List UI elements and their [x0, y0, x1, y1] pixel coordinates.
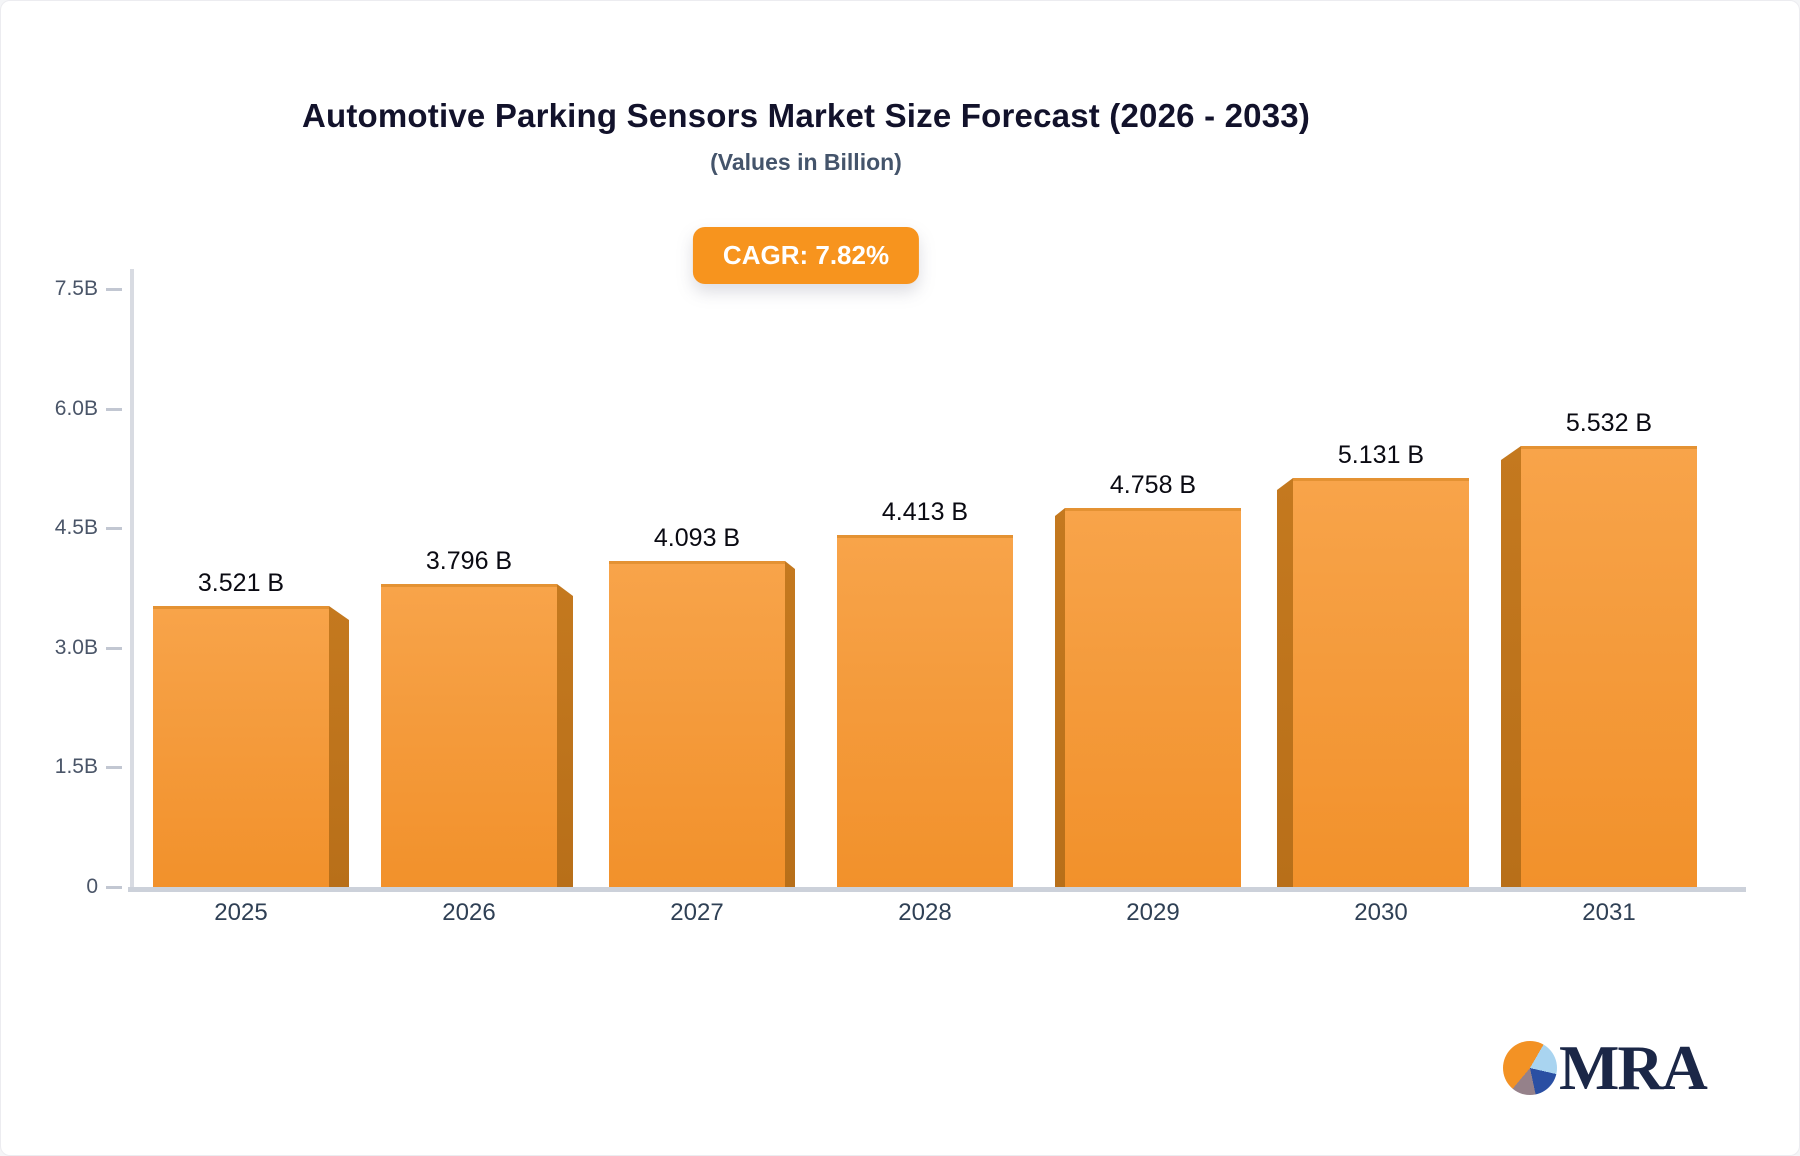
logo: MRA	[1503, 1032, 1708, 1103]
bar-2031	[1521, 446, 1697, 887]
bar-2030	[1293, 478, 1469, 887]
y-tick-label: 0	[86, 875, 98, 898]
x-axis-line	[128, 887, 1746, 892]
x-tick-label: 2028	[898, 899, 952, 926]
x-tick-label: 2026	[442, 899, 496, 926]
bar-value-label: 5.532 B	[1565, 409, 1653, 437]
bar-2029	[1065, 508, 1241, 887]
bar-side-2030	[1277, 478, 1293, 887]
bar-value-label: 4.758 B	[1109, 471, 1197, 499]
y-tick-mark	[106, 646, 122, 650]
logo-text: MRA	[1559, 1032, 1708, 1103]
bar-value-label: 4.093 B	[653, 524, 741, 552]
bar-side-2027	[785, 561, 795, 887]
chart-title: Automotive Parking Sensors Market Size F…	[301, 97, 1311, 134]
y-tick-label: 1.5B	[54, 755, 98, 779]
y-tick-mark	[106, 886, 122, 889]
y-tick-label: 4.5B	[54, 516, 98, 540]
bar-2028	[837, 535, 1013, 887]
bar-side-2026	[557, 584, 573, 887]
cagr-badge: CAGR: 7.82%	[692, 227, 920, 284]
bar-side-2025	[329, 606, 349, 887]
y-tick-mark	[106, 407, 122, 411]
pie-chart-icon	[1503, 1041, 1557, 1095]
y-tick-mark	[106, 766, 122, 770]
x-tick-label: 2031	[1582, 899, 1636, 926]
y-tick-mark	[106, 527, 122, 531]
bar-2026	[381, 584, 557, 887]
x-tick-label: 2029	[1126, 899, 1180, 926]
y-tick-label: 7.5B	[54, 277, 98, 300]
plot-area: 3.521 B 3.796 B 4.093 B 4.413 B 4.758 B 5.131…	[130, 289, 1744, 887]
bar-2025	[153, 606, 329, 887]
y-tick-mark	[106, 288, 122, 291]
y-axis-line	[130, 269, 134, 891]
bar-2027	[609, 561, 785, 887]
y-tick-label: 3.0B	[54, 635, 98, 659]
x-tick-label: 2030	[1354, 899, 1408, 926]
x-tick-label: 2027	[670, 899, 724, 926]
bar-value-label: 5.131 B	[1337, 441, 1425, 469]
bar-side-2029	[1055, 508, 1065, 887]
bar-value-label: 3.521 B	[197, 569, 285, 597]
bar-value-label: 4.413 B	[881, 498, 969, 526]
chart-subtitle: (Values in Billion)	[710, 149, 902, 175]
y-tick-label: 6.0B	[54, 396, 98, 420]
bar-value-label: 3.796 B	[425, 547, 513, 575]
bar-side-2031	[1501, 446, 1521, 887]
x-tick-label: 2025	[214, 899, 268, 926]
